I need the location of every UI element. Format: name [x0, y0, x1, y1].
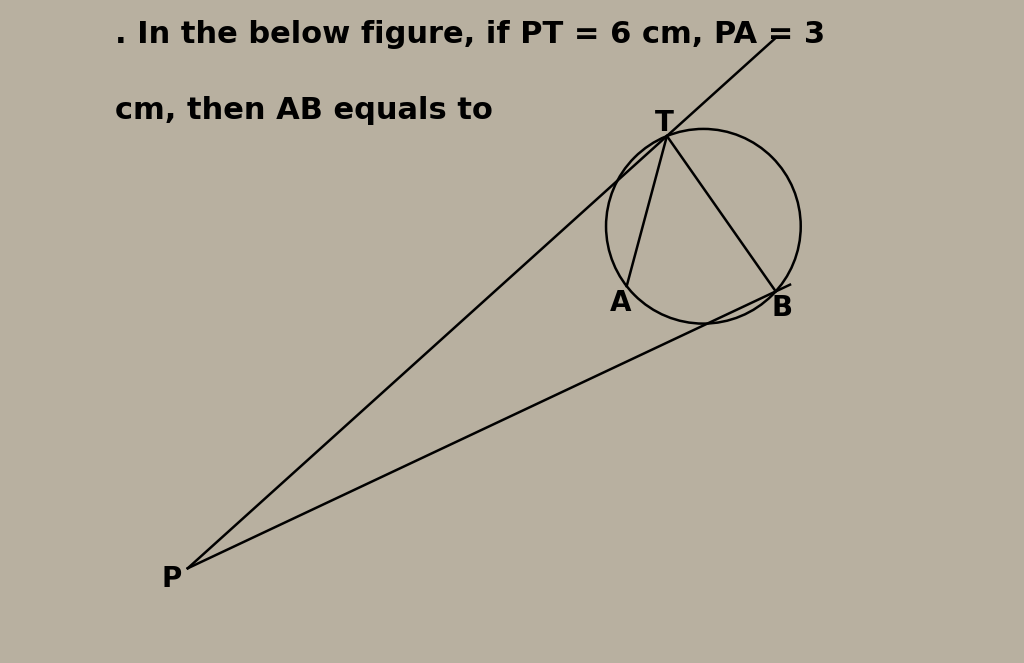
Text: B: B	[771, 294, 793, 322]
Text: T: T	[654, 109, 674, 137]
Text: cm, then AB equals to: cm, then AB equals to	[115, 96, 493, 125]
Text: A: A	[609, 289, 631, 317]
Text: . In the below figure, if PT = 6 cm, PA = 3: . In the below figure, if PT = 6 cm, PA …	[115, 20, 824, 49]
Text: P: P	[162, 565, 182, 593]
